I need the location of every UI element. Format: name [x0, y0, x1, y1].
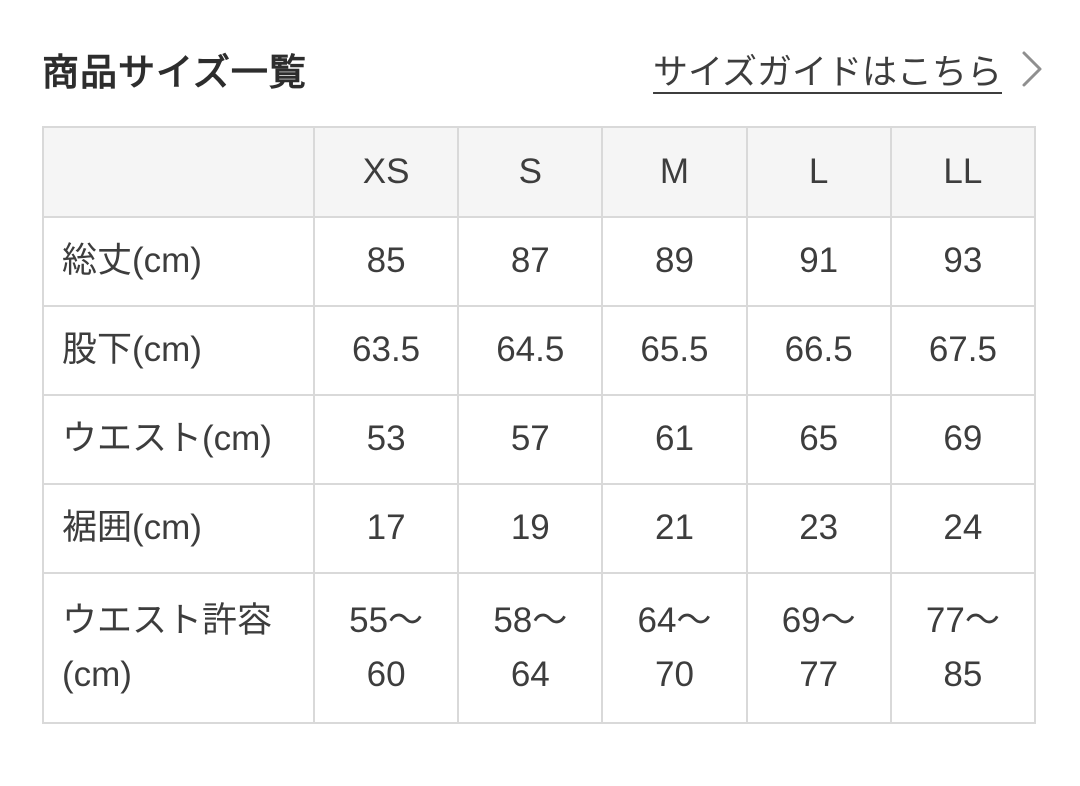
row-waist: ウエスト(cm) 53 57 61 65 69	[42, 394, 1037, 485]
size-value-cell: 65.5	[601, 305, 748, 396]
row-label: ウエスト(cm)	[42, 394, 315, 485]
size-value-cell: 21	[601, 483, 748, 574]
row-label: 総丈(cm)	[42, 216, 315, 307]
section-header: 商品サイズ一覧 サイズガイドはこちら	[42, 40, 1044, 98]
col-header-l: L	[745, 126, 892, 218]
row-hem-width: 裾囲(cm) 17 19 21 23 24	[42, 483, 1037, 574]
size-value-cell: 23	[745, 483, 892, 574]
size-value-cell: 64〜 70	[601, 572, 748, 724]
size-value-cell: 85	[312, 216, 460, 307]
size-value-cell: 87	[457, 216, 604, 307]
size-value-cell: 89	[601, 216, 748, 307]
size-table-head: XS S M L LL	[42, 126, 1037, 218]
size-table-body: 総丈(cm) 85 87 89 91 93 股下(cm) 63.5 64.5 6…	[42, 216, 1037, 724]
row-label: ウエスト許容 (cm)	[42, 572, 315, 724]
col-header-xs: XS	[312, 126, 460, 218]
row-total-length: 総丈(cm) 85 87 89 91 93	[42, 216, 1037, 307]
col-header-m: M	[601, 126, 748, 218]
size-value-cell: 17	[312, 483, 460, 574]
chevron-right-icon	[1020, 49, 1044, 89]
size-value-cell: 55〜 60	[312, 572, 460, 724]
size-table: XS S M L LL 総丈(cm) 85 87 89 91 93 股下(cm)…	[42, 126, 1037, 724]
size-value-cell: 19	[457, 483, 604, 574]
size-value-cell: 61	[601, 394, 748, 485]
row-waist-allowance: ウエスト許容 (cm) 55〜 60 58〜 64 64〜 70 69〜 77 …	[42, 572, 1037, 724]
size-value-cell: 24	[889, 483, 1037, 574]
size-value-cell: 69	[889, 394, 1037, 485]
size-value-cell: 64.5	[457, 305, 604, 396]
col-header-ll: LL	[889, 126, 1037, 218]
row-label: 股下(cm)	[42, 305, 315, 396]
size-guide-link-label: サイズガイドはこちら	[653, 52, 1002, 92]
corner-cell	[42, 126, 315, 218]
row-inseam: 股下(cm) 63.5 64.5 65.5 66.5 67.5	[42, 305, 1037, 396]
size-value-cell: 65	[745, 394, 892, 485]
size-value-cell: 91	[745, 216, 892, 307]
size-value-cell: 69〜 77	[745, 572, 892, 724]
size-value-cell: 63.5	[312, 305, 460, 396]
size-value-cell: 57	[457, 394, 604, 485]
col-header-s: S	[457, 126, 604, 218]
size-value-cell: 77〜 85	[889, 572, 1037, 724]
size-value-cell: 53	[312, 394, 460, 485]
size-guide-link[interactable]: サイズガイドはこちら	[653, 44, 1044, 95]
size-value-cell: 66.5	[745, 305, 892, 396]
size-value-cell: 58〜 64	[457, 572, 604, 724]
page-title: 商品サイズ一覧	[42, 52, 307, 93]
size-value-cell: 67.5	[889, 305, 1037, 396]
size-value-cell: 93	[889, 216, 1037, 307]
header-row: XS S M L LL	[42, 126, 1037, 218]
row-label: 裾囲(cm)	[42, 483, 315, 574]
